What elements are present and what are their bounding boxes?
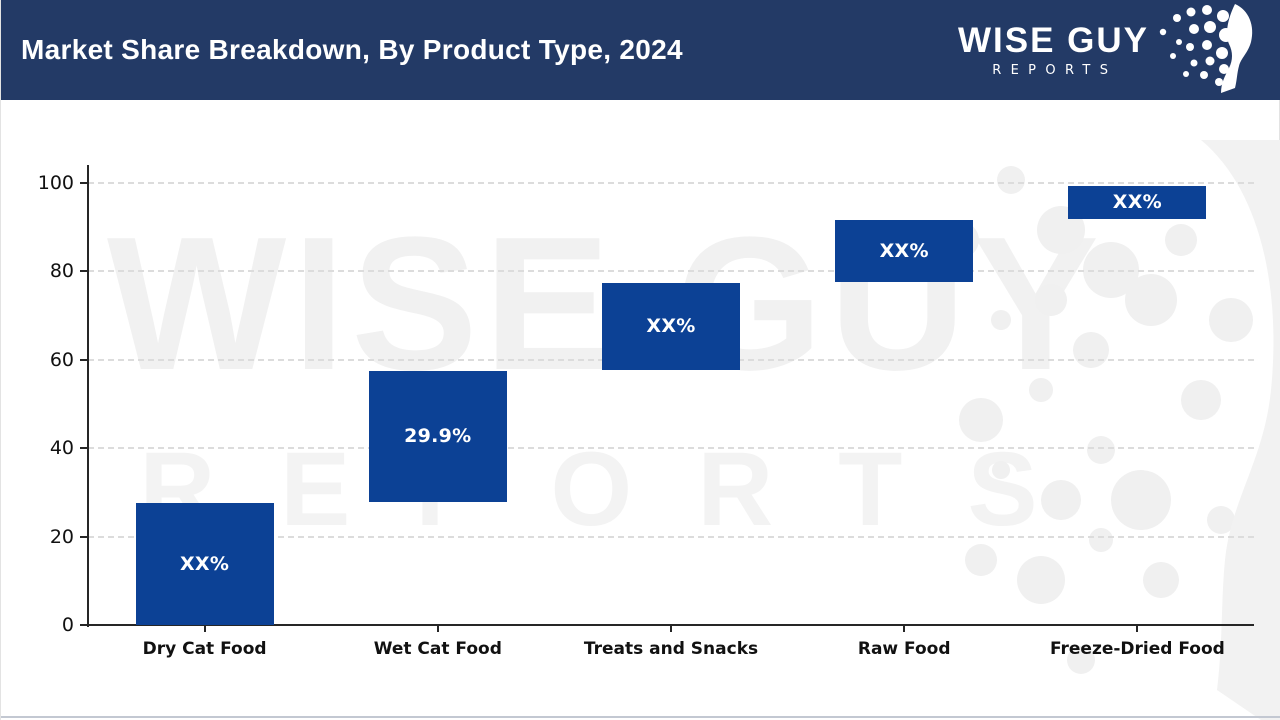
y-gridline xyxy=(88,182,1254,184)
y-tick-mark xyxy=(80,624,87,626)
header-banner: Market Share Breakdown, By Product Type,… xyxy=(1,0,1280,100)
bar-value-label: XX% xyxy=(879,240,929,263)
bar-value-label: XX% xyxy=(179,552,230,575)
page-title: Market Share Breakdown, By Product Type,… xyxy=(21,34,683,65)
x-tick-label: Treats and Snacks xyxy=(583,639,759,659)
x-tick-label: Dry Cat Food xyxy=(142,639,267,659)
bar: XX% xyxy=(602,282,740,370)
x-tick-mark xyxy=(903,625,906,632)
x-tick-label: Freeze-Dried Food xyxy=(1049,639,1225,659)
bottom-rule xyxy=(1,716,1280,718)
wiseguy-logo: WISE GUY REPORTS xyxy=(958,2,1255,98)
x-tick-mark xyxy=(1136,625,1139,632)
x-tick-mark xyxy=(203,625,206,632)
y-tick-label: 20 xyxy=(49,525,74,548)
bar-value-label: XX% xyxy=(1112,191,1163,214)
y-tick-label: 100 xyxy=(37,172,74,194)
y-gridline xyxy=(88,447,1254,450)
bar: XX% xyxy=(135,503,274,625)
y-tick-label: 80 xyxy=(49,260,74,283)
y-gridline xyxy=(88,270,1254,273)
logo-subtitle: REPORTS xyxy=(992,63,1118,78)
chart-area: WISE GUY REPORTS xyxy=(1,100,1280,720)
y-tick-mark xyxy=(80,358,87,361)
logo-text: WISE GUY REPORTS xyxy=(958,23,1149,77)
x-tick-mark xyxy=(436,625,439,632)
x-tick-label: Wet Cat Food xyxy=(373,639,502,659)
y-tick-mark xyxy=(80,182,87,184)
x-tick-label: Raw Food xyxy=(857,639,951,659)
bar: XX% xyxy=(835,220,974,282)
y-axis-line xyxy=(87,165,89,627)
y-tick-label: 60 xyxy=(49,348,74,371)
bar: XX% xyxy=(1068,186,1207,219)
bar-value-label: XX% xyxy=(646,315,696,338)
logo-wordmark: WISE GUY xyxy=(957,21,1149,60)
plot-area: 0 20 40 60 80 100 Dry Cat Food Wet Cat Food Trea… xyxy=(1,100,1280,720)
y-tick-mark xyxy=(80,535,87,538)
y-tick-mark xyxy=(80,270,87,273)
y-gridline xyxy=(88,535,1254,538)
y-tick-label: 40 xyxy=(49,437,74,460)
x-tick-mark xyxy=(670,625,672,632)
logo-face-dots-icon xyxy=(1151,2,1255,98)
bar: 29.9% xyxy=(368,370,507,503)
y-tick-mark xyxy=(80,447,87,450)
y-tick-label: 0 xyxy=(61,614,74,636)
bar-value-label: 29.9% xyxy=(404,425,472,448)
